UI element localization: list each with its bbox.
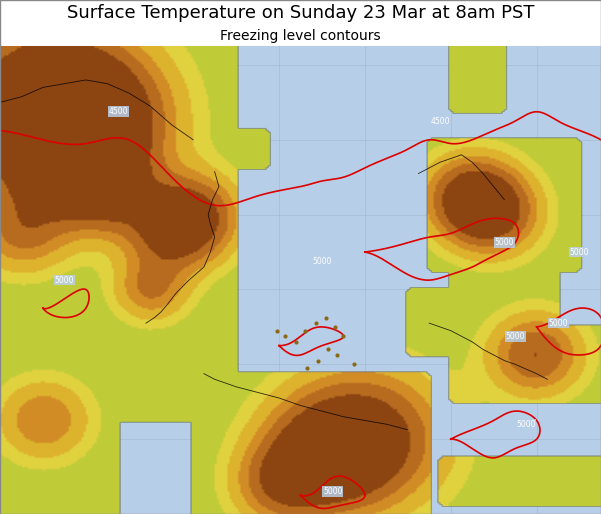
Text: 5000: 5000 <box>312 257 332 266</box>
Text: Surface Temperature on Sunday 23 Mar at 8am PST: Surface Temperature on Sunday 23 Mar at … <box>67 4 534 22</box>
Text: 4500: 4500 <box>108 107 128 116</box>
Text: 5000: 5000 <box>505 332 525 341</box>
Text: 5000: 5000 <box>516 420 535 429</box>
Text: 5000: 5000 <box>55 276 74 285</box>
Text: 5000: 5000 <box>570 248 590 256</box>
Text: 4500: 4500 <box>430 117 450 125</box>
Text: 5000: 5000 <box>323 487 343 496</box>
Text: 5000: 5000 <box>495 238 514 247</box>
Text: Freezing level contours: Freezing level contours <box>220 29 381 43</box>
Text: 5000: 5000 <box>548 319 568 327</box>
